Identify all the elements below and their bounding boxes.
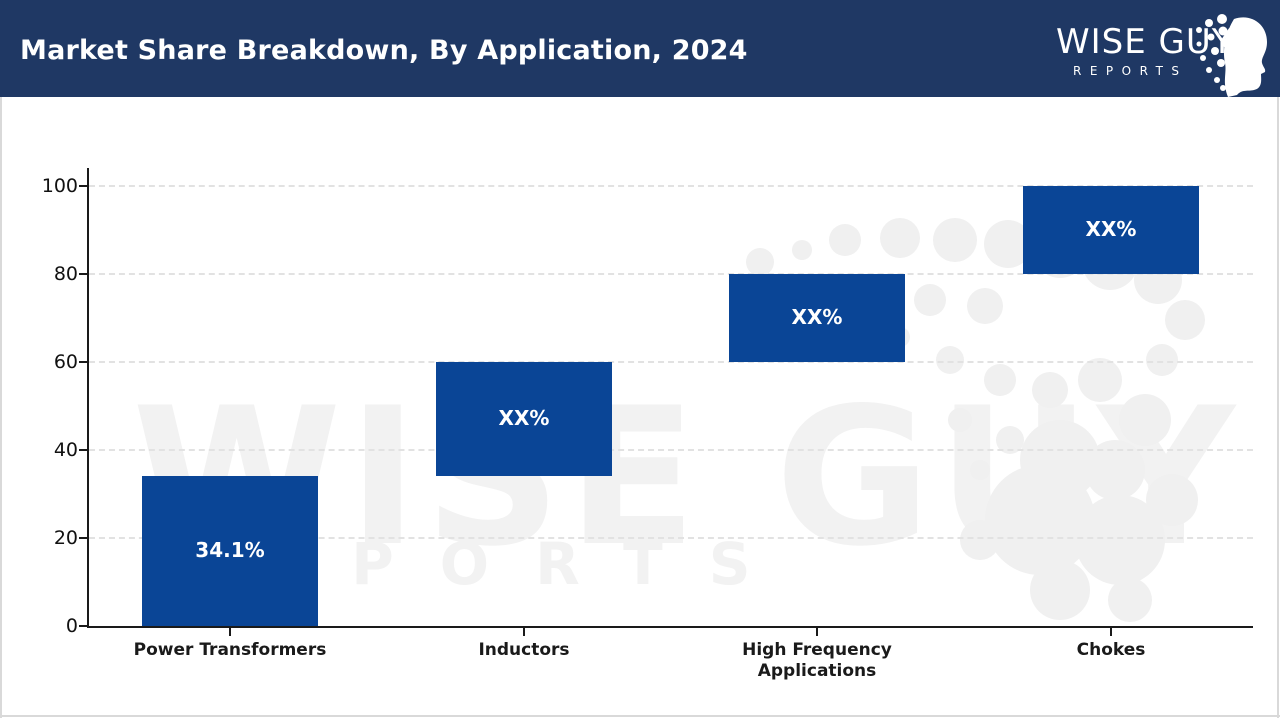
wise-guy-reports-logo: WISE GUY REPORTS (1024, 8, 1272, 98)
x-category-label-power-transformers: Power Transformers (133, 640, 327, 660)
bar-value-label-inductors: XX% (498, 405, 550, 430)
logo-head-icon (1196, 14, 1267, 98)
gridline-100 (89, 185, 1253, 187)
page-border-left (0, 97, 2, 718)
y-tick-mark-60 (79, 361, 87, 363)
page-title: Market Share Breakdown, By Application, … (20, 35, 748, 66)
y-tick-mark-20 (79, 537, 87, 539)
header-banner: Market Share Breakdown, By Application, … (0, 0, 1280, 98)
bar-value-label-power-transformers: 34.1% (195, 537, 265, 562)
bar-chokes (1023, 186, 1199, 274)
gridline-80 (89, 273, 1253, 275)
x-tick-mark-chokes (1110, 628, 1112, 636)
logo-subtitle: REPORTS (1073, 64, 1188, 78)
bar-value-label-high-frequency-applications: XX% (791, 305, 843, 329)
y-tick-mark-40 (79, 449, 87, 451)
y-tick-label-80: 80 (53, 263, 78, 285)
bar-power-transformers (142, 475, 318, 626)
chart-area: WISE GUY REPORTS 0 20 40 60 80 100 34.1% Power … (0, 97, 1280, 717)
y-tick-label-0: 0 (65, 615, 78, 637)
y-tick-label-40: 40 (53, 439, 78, 461)
x-axis-line (87, 626, 1253, 628)
page-border-bottom (0, 715, 1280, 717)
x-category-label-high-frequency-applications: High Frequency Applications (742, 640, 892, 681)
y-tick-mark-100 (79, 185, 87, 187)
page-border-right (1277, 97, 1279, 718)
x-category-label-inductors: Inductors (478, 640, 570, 660)
gridline-60 (89, 361, 1253, 363)
y-tick-mark-0 (79, 625, 87, 627)
x-category-label-chokes: Chokes (1076, 640, 1146, 660)
x-tick-mark-power-transformers (229, 628, 231, 636)
bar-high-frequency-applications (729, 274, 905, 362)
y-tick-label-60: 60 (53, 351, 78, 373)
bar-inductors (436, 362, 612, 476)
bar-value-label-chokes: XX% (1085, 217, 1137, 241)
y-tick-label-20: 20 (53, 527, 78, 549)
y-axis-line (87, 168, 89, 628)
y-tick-label-100: 100 (41, 175, 78, 197)
x-tick-mark-high-frequency-applications (816, 628, 818, 636)
x-tick-mark-inductors (523, 628, 525, 636)
gridline-20 (89, 537, 1253, 539)
gridline-40 (89, 449, 1253, 451)
y-tick-mark-80 (79, 273, 87, 275)
